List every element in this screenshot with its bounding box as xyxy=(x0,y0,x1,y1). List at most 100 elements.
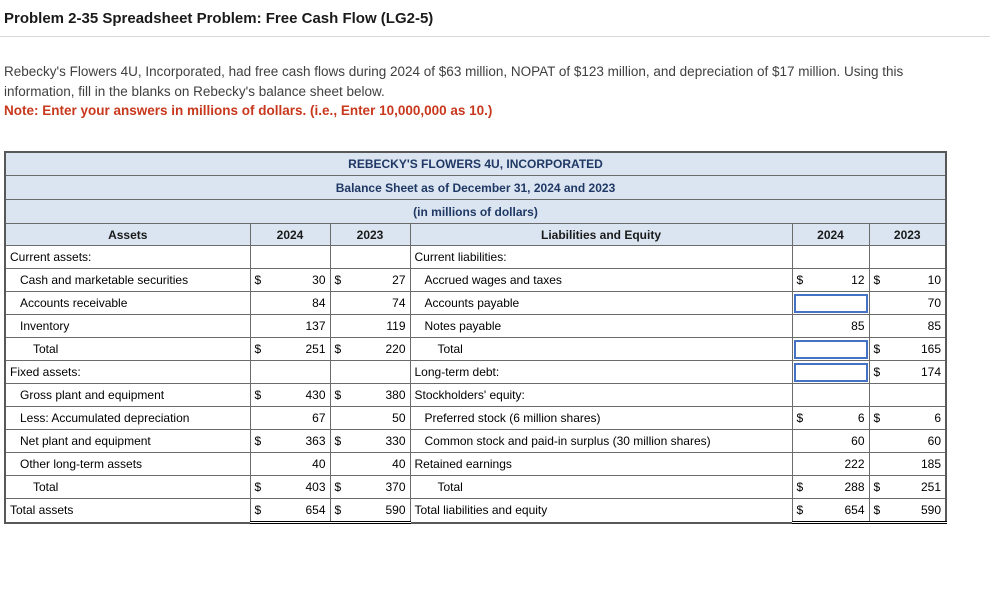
liability-2023-cell: $251 xyxy=(868,475,947,500)
currency-symbol: $ xyxy=(873,480,881,495)
asset-2023-cell: $380 xyxy=(329,383,411,408)
total-current-liabilities-2024-input[interactable] xyxy=(793,339,868,359)
liability-2024-cell xyxy=(791,337,870,362)
accounts-payable-2024-input[interactable] xyxy=(793,293,868,313)
table-row: Less: Accumulated depreciation 67 50 Pre… xyxy=(4,406,947,431)
amount-value: 654 xyxy=(844,503,865,518)
table-row: Inventory 137 119 Notes payable 85 85 xyxy=(4,314,947,339)
amount-value: 40 xyxy=(312,457,326,472)
asset-2024-cell: $654 xyxy=(249,498,331,525)
liability-label: Total xyxy=(409,475,793,500)
asset-label: Fixed assets: xyxy=(4,360,251,385)
currency-symbol: $ xyxy=(873,342,881,357)
currency-symbol: $ xyxy=(254,388,262,403)
currency-symbol: $ xyxy=(254,503,262,518)
amount-value: 590 xyxy=(385,503,406,518)
liability-2024-cell: $6 xyxy=(791,406,870,431)
long-term-debt-2024-input[interactable] xyxy=(793,362,868,382)
liability-2024-cell: 222 xyxy=(791,452,870,477)
asset-2024-cell: 137 xyxy=(249,314,331,339)
currency-symbol: $ xyxy=(796,273,804,288)
liability-2024-cell: $12 xyxy=(791,268,870,293)
table-title-row: Balance Sheet as of December 31, 2024 an… xyxy=(4,175,947,201)
currency-symbol: $ xyxy=(254,480,262,495)
asset-label: Gross plant and equipment xyxy=(4,383,251,408)
liability-2024-cell xyxy=(791,360,870,385)
liability-2023-cell: 60 xyxy=(868,429,947,454)
table-row: Other long-term assets 40 40 Retained ea… xyxy=(4,452,947,477)
amount-value: 67 xyxy=(312,411,326,426)
liability-2023-cell: 70 xyxy=(868,291,947,316)
amount-value: 6 xyxy=(934,411,941,426)
liability-2024-cell: $288 xyxy=(791,475,870,500)
amount-value: 251 xyxy=(305,342,326,357)
liability-label: Notes payable xyxy=(409,314,793,339)
amount-value: 430 xyxy=(305,388,326,403)
liability-label: Long-term debt: xyxy=(409,360,793,385)
asset-2024-cell xyxy=(249,360,331,385)
asset-label: Current assets: xyxy=(4,245,251,270)
table-row: Net plant and equipment $363 $330 Common… xyxy=(4,429,947,454)
currency-symbol: $ xyxy=(254,434,262,449)
table-row: Total assets $654 $590 Total liabilities… xyxy=(4,498,947,525)
table-title-row: REBECKY'S FLOWERS 4U, INCORPORATED xyxy=(4,151,947,177)
amount-value: 10 xyxy=(927,273,941,288)
asset-2023-cell: $370 xyxy=(329,475,411,500)
amount-value: 50 xyxy=(392,411,406,426)
problem-description: Rebecky's Flowers 4U, Incorporated, had … xyxy=(4,64,904,99)
amount-value: 403 xyxy=(305,480,326,495)
asset-label: Accounts receivable xyxy=(4,291,251,316)
table-statement-title: Balance Sheet as of December 31, 2024 an… xyxy=(4,175,947,201)
asset-2023-cell: 50 xyxy=(329,406,411,431)
amount-value: 12 xyxy=(851,273,865,288)
asset-2023-cell: $220 xyxy=(329,337,411,362)
col-header-liabilities: Liabilities and Equity xyxy=(409,223,793,247)
liability-2023-cell: $590 xyxy=(868,498,947,525)
amount-value: 60 xyxy=(851,434,865,449)
asset-2023-cell: 119 xyxy=(329,314,411,339)
note-text: Note: Enter your answers in millions of … xyxy=(4,103,493,119)
liability-label: Current liabilities: xyxy=(409,245,793,270)
amount-value: 363 xyxy=(305,434,326,449)
col-header-assets-2024: 2024 xyxy=(249,223,331,247)
amount-value: 654 xyxy=(305,503,326,518)
amount-value: 85 xyxy=(851,319,865,334)
amount-value: 6 xyxy=(857,411,865,426)
asset-2024-cell: 67 xyxy=(249,406,331,431)
amount-value: 370 xyxy=(385,480,406,495)
liability-label: Total liabilities and equity xyxy=(409,498,793,524)
amount-value: 220 xyxy=(385,342,406,357)
currency-symbol: $ xyxy=(254,342,262,357)
col-header-liab-2023: 2023 xyxy=(868,223,947,247)
asset-label: Total assets xyxy=(4,498,251,524)
liability-2023-cell: $6 xyxy=(868,406,947,431)
col-header-liab-2024: 2024 xyxy=(791,223,870,247)
liability-label: Stockholders' equity: xyxy=(409,383,793,408)
liability-label: Accrued wages and taxes xyxy=(409,268,793,293)
asset-2023-cell: 74 xyxy=(329,291,411,316)
liability-2023-cell: 85 xyxy=(868,314,947,339)
asset-2024-cell: 84 xyxy=(249,291,331,316)
table-row: Gross plant and equipment $430 $380 Stoc… xyxy=(4,383,947,408)
liability-2024-cell: 60 xyxy=(791,429,870,454)
amount-value: 70 xyxy=(927,296,941,311)
column-header-row: Assets 2024 2023 Liabilities and Equity … xyxy=(4,223,947,247)
page: Problem 2-35 Spreadsheet Problem: Free C… xyxy=(0,10,990,525)
amount-value: 27 xyxy=(392,273,406,288)
amount-value: 590 xyxy=(920,503,941,518)
currency-symbol: $ xyxy=(796,480,804,495)
amount-value: 137 xyxy=(305,319,326,334)
asset-2024-cell: 40 xyxy=(249,452,331,477)
currency-symbol: $ xyxy=(334,434,342,449)
currency-symbol: $ xyxy=(254,273,262,288)
liability-2023-cell: 185 xyxy=(868,452,947,477)
currency-symbol: $ xyxy=(334,273,342,288)
asset-2024-cell: $251 xyxy=(249,337,331,362)
currency-symbol: $ xyxy=(796,503,804,518)
liability-2024-cell xyxy=(791,383,870,408)
liability-label: Total xyxy=(409,337,793,362)
page-title: Problem 2-35 Spreadsheet Problem: Free C… xyxy=(4,10,434,27)
currency-symbol: $ xyxy=(334,503,342,518)
asset-2023-cell: $590 xyxy=(329,498,411,525)
col-header-assets: Assets xyxy=(4,223,251,247)
